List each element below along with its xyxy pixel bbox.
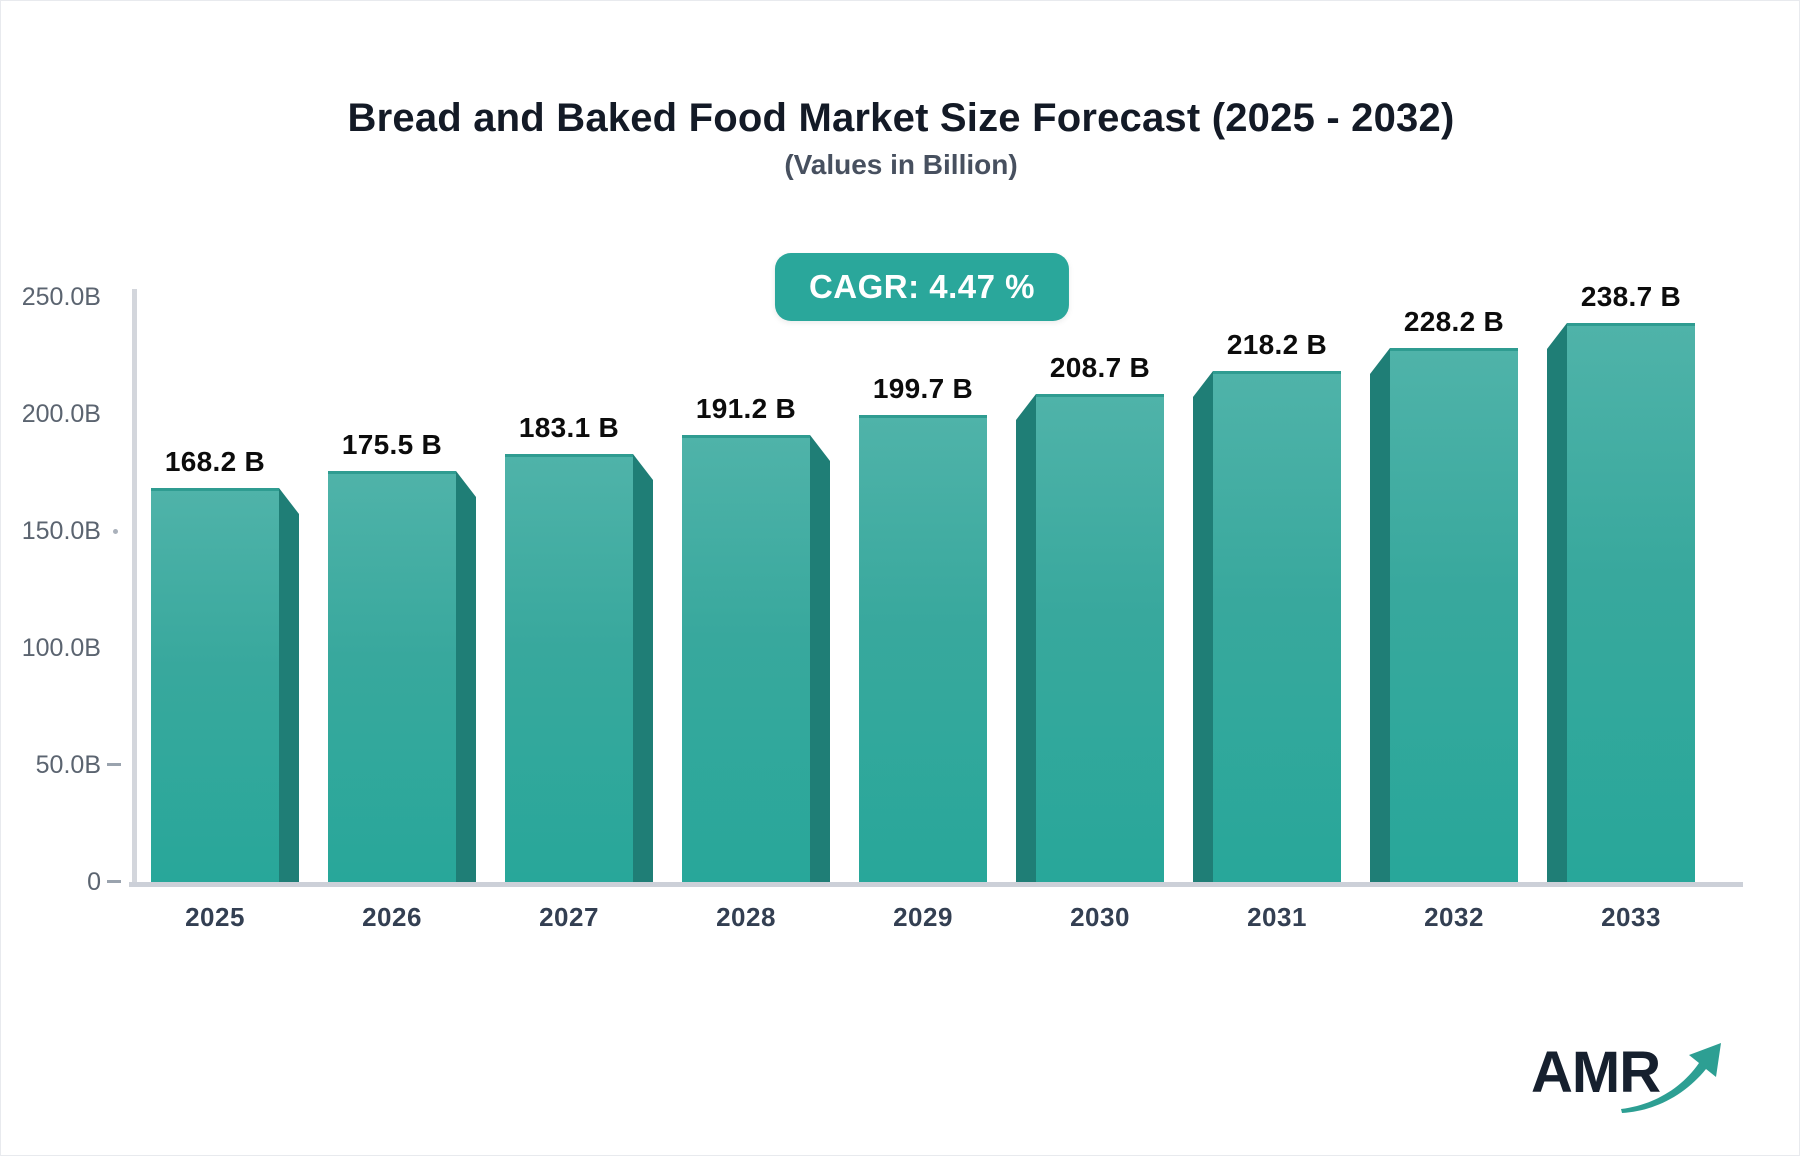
x-tick-label: 2032	[1424, 902, 1484, 932]
bar-side-panel	[1547, 323, 1567, 882]
bar-face-2027	[505, 454, 633, 882]
y-tick-label: 150.0B	[21, 517, 101, 545]
bar-value-label: 191.2 B	[695, 393, 797, 424]
cagr-badge: CAGR: 4.47 %	[774, 253, 1070, 321]
growth-arrow-icon	[1619, 1037, 1723, 1120]
bar-face-2030	[1036, 394, 1164, 882]
bar-side-panel	[1016, 394, 1036, 882]
x-tick-label: 2033	[1601, 902, 1661, 932]
bar-value-label: 199.7 B	[872, 373, 974, 404]
y-axis-line	[132, 289, 137, 883]
x-tick-label: 2028	[716, 902, 776, 932]
y-axis-tick	[113, 529, 118, 534]
y-tick-label: 250.0B	[21, 283, 101, 311]
y-tick-label: 0	[87, 868, 101, 896]
y-axis-tick	[107, 763, 121, 766]
x-tick-label: 2029	[893, 902, 953, 932]
chart-title: Bread and Baked Food Market Size Forecas…	[347, 96, 1455, 140]
x-axis-baseline	[129, 882, 1743, 887]
x-tick-label: 2027	[539, 902, 599, 932]
chart-subtitle: (Values in Billion)	[784, 149, 1018, 180]
bar-side-panel	[1193, 371, 1213, 882]
bar-value-label: 218.2 B	[1226, 329, 1328, 360]
bar-face-2025	[151, 488, 279, 882]
y-axis-tick	[107, 880, 121, 883]
bar-face-2031	[1213, 371, 1341, 882]
bar-face-2033	[1567, 323, 1695, 882]
amr-logo: AMR	[1531, 1037, 1721, 1117]
x-tick-label: 2026	[362, 902, 422, 932]
y-tick-label: 100.0B	[21, 634, 101, 662]
bar-value-label: 175.5 B	[341, 429, 443, 460]
bar-side-panel	[279, 488, 299, 882]
bar-face-2026	[328, 471, 456, 882]
bar-value-label: 208.7 B	[1049, 352, 1151, 383]
bar-face-2029	[859, 415, 987, 882]
bar-value-label: 168.2 B	[164, 446, 266, 477]
bar-value-label: 228.2 B	[1403, 306, 1505, 337]
bar-value-label: 183.1 B	[518, 412, 620, 443]
y-tick-label: 200.0B	[21, 400, 101, 428]
bar-face-2028	[682, 435, 810, 882]
x-tick-label: 2030	[1070, 902, 1130, 932]
bar-face-2032	[1390, 348, 1518, 882]
bar-side-panel	[456, 471, 476, 882]
y-tick-label: 50.0B	[35, 751, 101, 779]
bar-side-panel	[810, 435, 830, 882]
x-tick-label: 2031	[1247, 902, 1307, 932]
bar-side-panel	[1370, 348, 1390, 882]
bar-value-label: 238.7 B	[1580, 281, 1682, 312]
bar-side-panel	[633, 454, 653, 882]
amr-logo-text: AMR	[1531, 1040, 1661, 1105]
x-tick-label: 2025	[185, 902, 245, 932]
